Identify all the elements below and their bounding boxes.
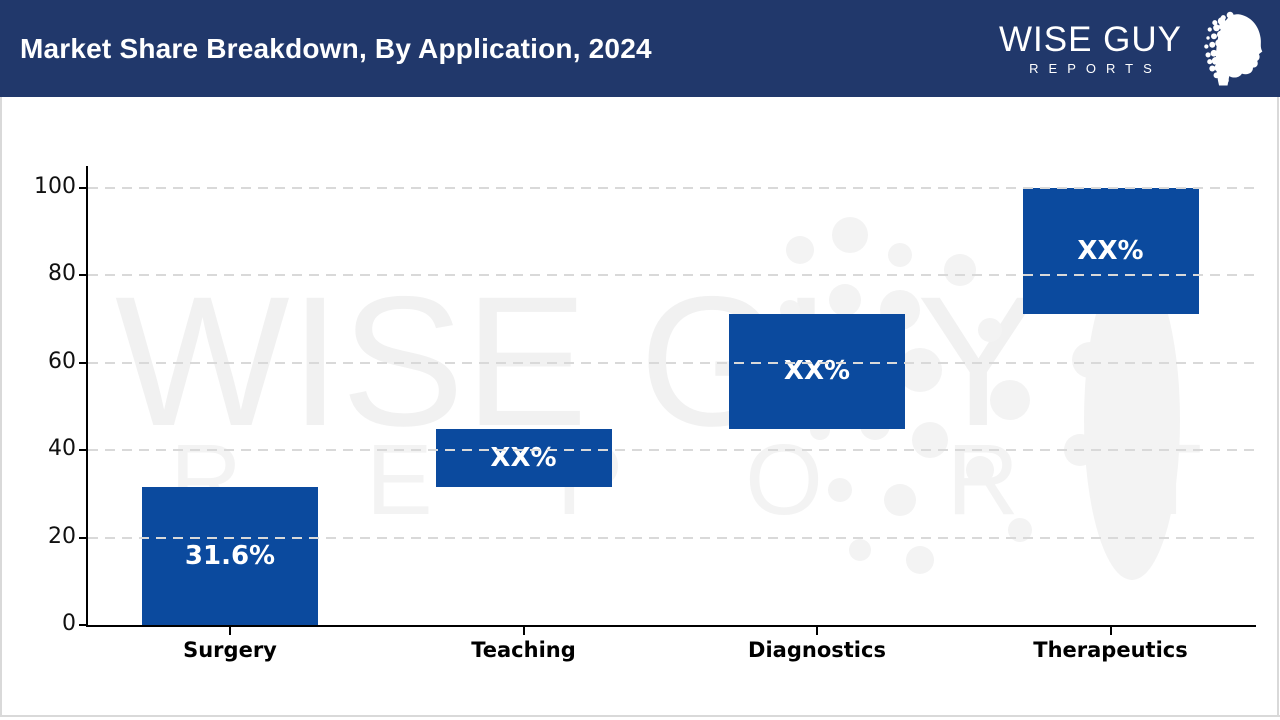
bar-value-label: XX%: [490, 442, 557, 473]
y-tick: [79, 624, 87, 626]
y-tick-label: 100: [34, 173, 76, 199]
bar-value-label: 31.6%: [184, 540, 276, 571]
x-tick: [522, 627, 525, 635]
logo-wordmark-text: WISE GUY: [998, 19, 1182, 59]
x-tick: [816, 627, 818, 635]
bar-value-label: XX%: [783, 356, 851, 387]
logo-wordmark: WISE GUY REPORTS: [999, 22, 1182, 76]
logo-subtext: REPORTS: [1029, 60, 1162, 76]
gridline: [88, 361, 1256, 364]
x-category-label: Diagnostics: [748, 638, 886, 662]
y-tick: [79, 449, 87, 451]
gridline: [88, 186, 1256, 189]
gridline: [88, 536, 1256, 539]
x-axis-line: [86, 625, 1256, 627]
right-border: [1277, 97, 1279, 717]
bar-therapeutics: XX%: [1022, 187, 1199, 314]
y-tick: [79, 186, 87, 189]
y-tick: [79, 536, 87, 539]
x-category-label: Therapeutics: [1033, 638, 1188, 662]
y-tick-label: 40: [48, 436, 76, 461]
left-border: [0, 97, 2, 717]
chart-title: Market Share Breakdown, By Application, …: [20, 32, 652, 64]
y-tick-label: 80: [48, 261, 76, 286]
x-tick: [229, 627, 231, 635]
x-category-label: Surgery: [183, 638, 277, 662]
y-tick-label: 0: [62, 611, 76, 636]
logo-head-icon: [1204, 11, 1263, 85]
x-category-label: Teaching: [471, 638, 576, 662]
x-tick: [1109, 627, 1112, 635]
bar-value-label: XX%: [1077, 235, 1144, 266]
y-axis-line: [86, 166, 88, 627]
bar-surgery: 31.6%: [142, 486, 318, 625]
bar-diagnostics: XX%: [729, 313, 905, 429]
y-tick: [79, 361, 87, 364]
bottom-border: [0, 715, 1280, 717]
bar-teaching: XX%: [435, 429, 612, 487]
y-tick: [79, 274, 87, 276]
y-tick-label: 20: [48, 523, 76, 549]
y-tick-label: 60: [48, 348, 76, 374]
brand-logo: WISE GUY REPORTS: [999, 8, 1280, 90]
gridline: [88, 449, 1256, 451]
header-bar: Market Share Breakdown, By Application, …: [0, 0, 1280, 97]
gridline: [88, 274, 1256, 276]
